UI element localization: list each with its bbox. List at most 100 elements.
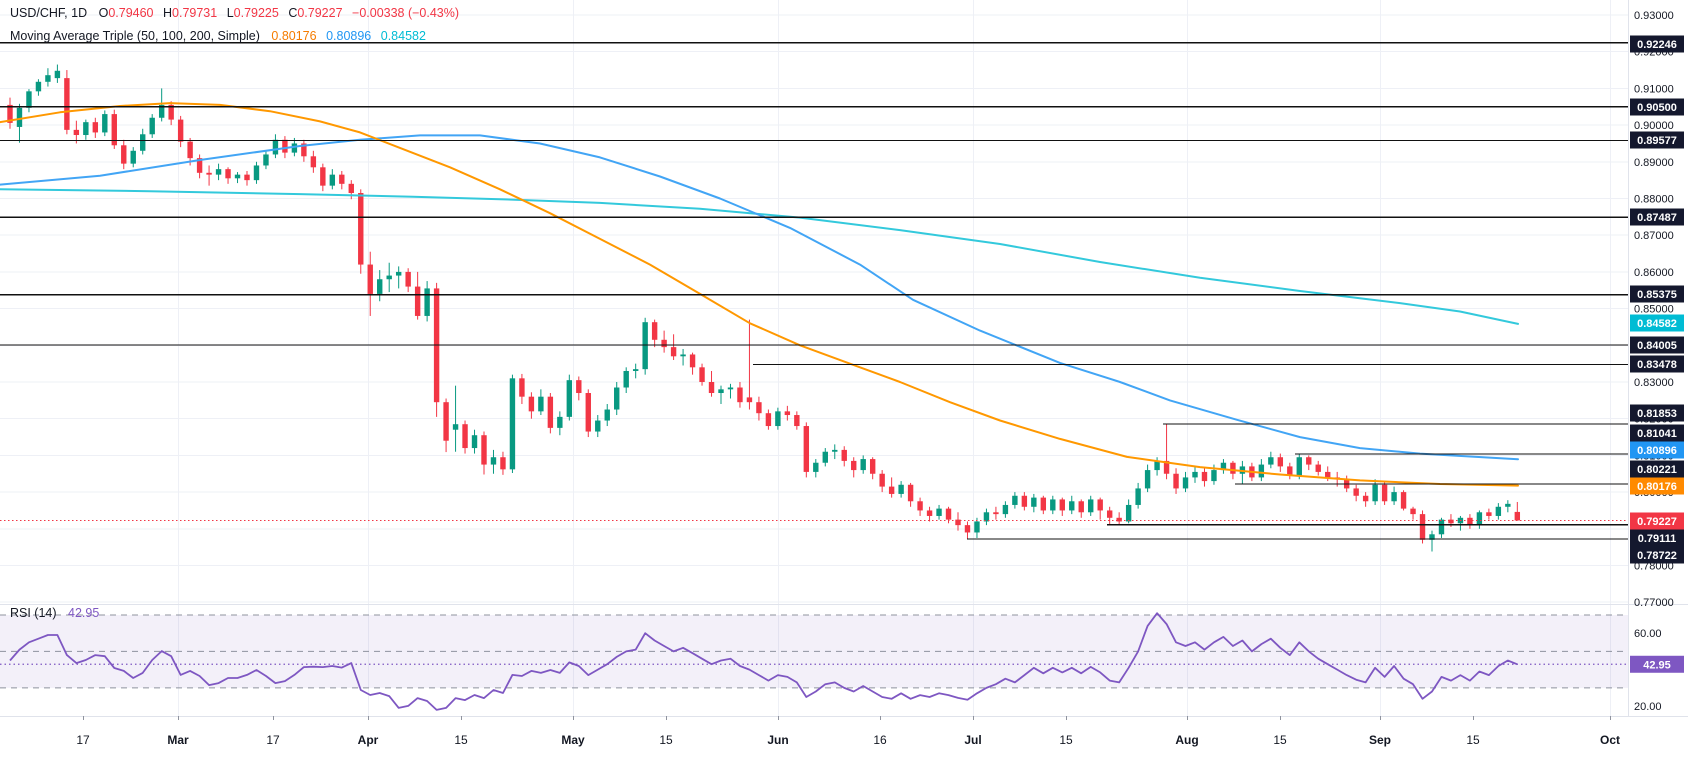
price-badge-label: 0.79227 [1637, 516, 1677, 528]
candle-body [1154, 460, 1160, 471]
candle-body [756, 402, 762, 414]
candle-body [377, 279, 383, 294]
price-badge [1630, 529, 1684, 547]
price-badge-label: 0.80221 [1637, 464, 1677, 476]
high-label: H [162, 6, 173, 20]
candle-body [26, 91, 32, 108]
low-label: L [226, 6, 234, 20]
candle-body [651, 322, 658, 340]
symbol-legend[interactable]: USD/CHF, 1D O0.79460 H0.79731 L0.79225 C… [10, 6, 459, 20]
candle-body [282, 139, 288, 153]
candle-body [1391, 492, 1397, 502]
ma-indicator-legend[interactable]: Moving Average Triple (50, 100, 200, Sim… [10, 29, 432, 43]
candle-body [1268, 457, 1274, 465]
candle-body [414, 286, 421, 316]
price-badge-label: 0.90500 [1637, 102, 1677, 114]
candle-body [557, 416, 563, 428]
candle-body [566, 380, 573, 417]
candle-body [699, 367, 705, 382]
sma-50-line [0, 102, 1519, 487]
candle-body [670, 347, 677, 357]
price-badge [1630, 655, 1684, 673]
price-badge [1630, 404, 1684, 422]
price-badge [1630, 355, 1684, 373]
candle-body [140, 134, 146, 151]
candle-body [993, 512, 999, 515]
candle-body [500, 457, 506, 470]
price-badge [1630, 460, 1684, 478]
candle-body [64, 78, 70, 130]
candle-body [547, 396, 554, 428]
rsi-axis-label: 60.00 [1634, 628, 1662, 640]
candle-body [898, 484, 904, 494]
time-label-month: Oct [1600, 733, 1620, 747]
time-label-month: May [561, 733, 585, 747]
price-axis-label: 0.89000 [1634, 157, 1674, 169]
sma-200-line [0, 188, 1519, 325]
candle-body [926, 510, 933, 516]
price-badge [1630, 512, 1684, 530]
price-badge [1630, 441, 1684, 459]
price-axis[interactable] [1628, 0, 1688, 716]
open-value: 0.79460 [108, 6, 154, 20]
price-pane[interactable] [0, 0, 1628, 604]
candle-body [111, 114, 117, 146]
candle-body [301, 143, 307, 157]
candle-body [1400, 492, 1407, 509]
time-label: 15 [659, 733, 673, 747]
ma-indicator-title: Moving Average Triple (50, 100, 200, Sim… [10, 29, 260, 43]
candle-body [879, 473, 885, 487]
candle-body [832, 449, 838, 452]
candle-body [471, 435, 478, 449]
price-badge [1630, 35, 1684, 53]
candle-body [1505, 503, 1511, 507]
candle-body [1419, 514, 1426, 540]
price-badge [1630, 98, 1684, 116]
low-value: 0.79225 [233, 6, 279, 20]
time-label: 15 [1059, 733, 1073, 747]
candle-body [1078, 501, 1084, 513]
high-value: 0.79731 [172, 6, 218, 20]
candle-body [718, 389, 724, 394]
candle-body [1495, 506, 1502, 516]
candle-body [538, 396, 544, 412]
candle-body [746, 397, 753, 403]
candle-body [320, 167, 326, 186]
candle-body [955, 519, 961, 526]
time-axis[interactable] [0, 716, 1688, 762]
open-label: O [98, 6, 109, 20]
candle-body [1476, 512, 1483, 526]
candle-body [187, 141, 193, 159]
candle-body [784, 411, 791, 416]
candle-body [452, 424, 459, 430]
price-badge-label: 0.78722 [1637, 550, 1677, 562]
candle-body [509, 378, 516, 470]
price-badge-label: 0.81853 [1637, 408, 1677, 420]
candle-body [604, 409, 610, 421]
candle-body [348, 183, 354, 193]
price-badge-label: 0.85375 [1637, 289, 1677, 301]
rsi-line [9, 612, 1518, 711]
rsi-pane[interactable] [0, 604, 1628, 716]
rsi-indicator-legend[interactable]: RSI (14) 42.95 [10, 606, 99, 620]
price-axis-label: 0.93000 [1634, 10, 1674, 22]
price-badge-label: 0.84005 [1637, 340, 1677, 352]
candle-body [632, 369, 639, 371]
sma50-value: 0.80176 [271, 29, 317, 43]
candle-body [1315, 464, 1321, 472]
candle-body [1021, 495, 1028, 507]
candle-body [822, 451, 828, 463]
time-label: 15 [1273, 733, 1287, 747]
candle-body [813, 462, 819, 472]
candle-body [576, 380, 582, 394]
price-badge-label: 0.92246 [1637, 39, 1677, 51]
price-badge [1630, 314, 1684, 332]
time-label-month: Mar [167, 733, 189, 747]
candle-body [386, 275, 392, 280]
candle-body [16, 107, 23, 127]
candle-body [936, 508, 942, 516]
change-value: −0.00338 (−0.43%) [352, 6, 460, 20]
price-badge-label: 0.80176 [1637, 481, 1677, 493]
candle-body [1230, 462, 1236, 474]
candle-body [1353, 488, 1359, 496]
